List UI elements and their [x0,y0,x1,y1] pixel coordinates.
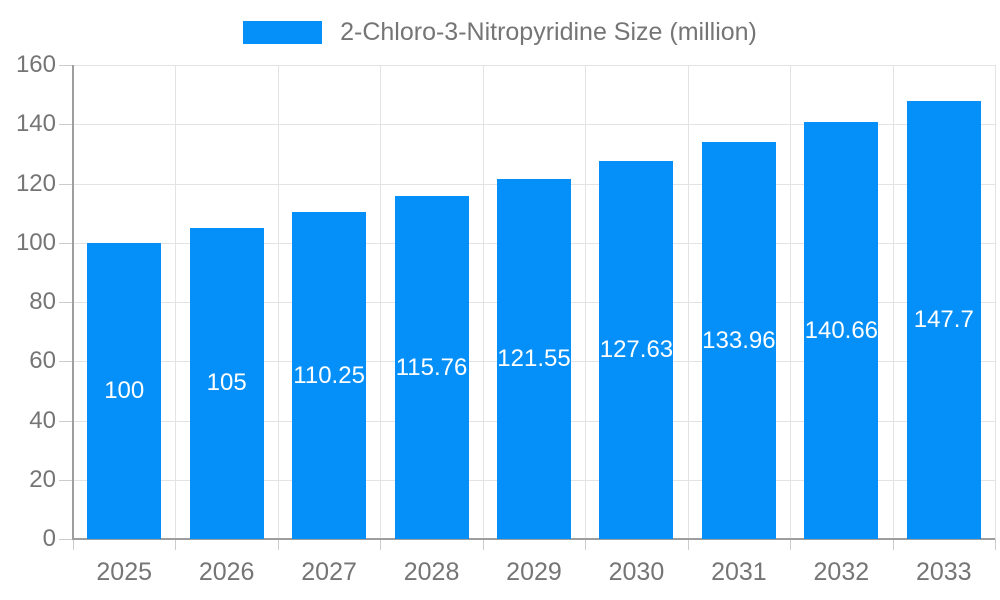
bar[interactable] [292,212,367,539]
y-axis-label: 160 [15,51,56,78]
y-axis-label: 80 [29,288,56,315]
x-axis-tick [175,539,177,550]
x-axis-label: 2031 [711,558,767,586]
bar[interactable] [394,196,469,539]
x-axis-tick [892,539,894,550]
x-axis-tick [790,539,792,550]
bar-value-label: 115.76 [395,353,468,381]
y-axis-tick [59,242,73,244]
bar[interactable] [599,160,674,539]
x-axis-label: 2033 [915,558,972,586]
x-gridline [277,65,279,539]
y-axis-tick [59,420,73,422]
x-axis-tick [277,539,279,550]
bar[interactable] [804,122,879,539]
legend-series-label: 2-Chloro-3-Nitropyridine Size (million) [340,18,757,46]
x-axis-label: 2028 [403,558,460,586]
y-axis-tick [59,302,73,303]
x-axis-tick [995,539,996,550]
x-axis-line [72,538,995,540]
bar-value-label: 105 [206,369,247,397]
bar[interactable] [497,178,571,539]
y-gridline [73,65,995,66]
x-gridline [482,65,484,539]
x-axis-label: 2026 [198,558,255,586]
y-axis-tick [59,124,73,126]
bar[interactable] [701,142,776,539]
x-axis-tick [73,539,74,550]
bar[interactable] [906,101,981,539]
y-axis-tick [59,183,73,185]
y-axis-label: 100 [15,228,56,256]
y-axis-tick [59,65,73,66]
x-axis-label: 2030 [608,558,665,586]
bar[interactable] [87,242,162,539]
legend-swatch [243,21,323,44]
bar-value-label: 127.63 [599,335,674,363]
bar-value-label: 140.66 [804,316,879,344]
x-gridline [790,65,792,539]
y-axis-label: 60 [29,347,56,375]
x-axis-label: 2025 [96,558,153,586]
bar-value-label: 110.25 [293,361,365,389]
x-axis-tick [380,539,382,550]
x-gridline [585,65,587,539]
bar-value-label: 133.96 [702,326,776,354]
legend[interactable]: 2-Chloro-3-Nitropyridine Size (million) [0,18,1000,47]
y-axis-line [72,65,74,539]
bar[interactable] [189,227,264,539]
y-axis-tick [59,361,73,363]
y-axis-tick [59,539,73,540]
x-axis-label: 2029 [506,558,562,586]
bar-value-label: 100 [104,376,145,404]
y-axis-label: 40 [29,406,56,434]
x-gridline [380,65,382,539]
x-gridline [687,65,689,539]
y-axis-label: 20 [29,465,56,493]
bar-value-label: 147.7 [913,306,974,334]
y-axis-label: 120 [15,169,56,197]
x-gridline [175,65,177,539]
bar-value-label: 121.55 [497,344,571,372]
x-axis-label: 2032 [813,558,870,586]
x-gridline [892,65,894,539]
x-axis-label: 2027 [301,558,357,586]
x-axis-tick [585,539,587,550]
y-axis-tick [59,479,73,481]
x-axis-tick [482,539,484,550]
y-gridline [73,124,995,126]
y-axis-label: 0 [42,525,56,552]
y-axis-label: 140 [15,110,56,138]
x-axis-tick [687,539,689,550]
x-gridline [995,65,996,539]
